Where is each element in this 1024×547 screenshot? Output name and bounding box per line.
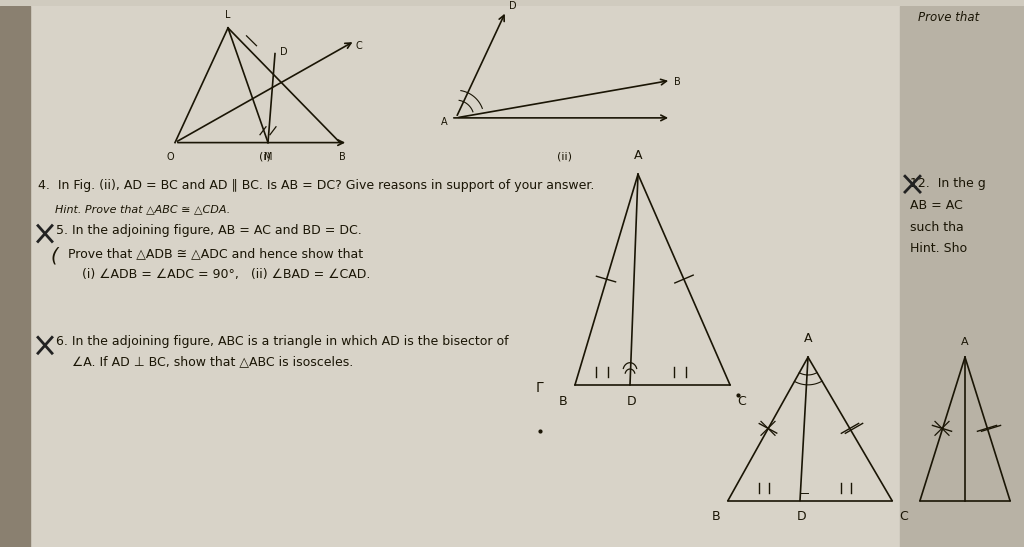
Text: Prove that △ADB ≅ △ADC and hence show that: Prove that △ADB ≅ △ADC and hence show th…	[56, 247, 364, 260]
Bar	[900, 6, 1024, 547]
Text: B: B	[712, 510, 720, 523]
Text: (ii): (ii)	[557, 152, 572, 161]
Text: (: (	[50, 246, 57, 265]
Text: B: B	[674, 77, 681, 88]
Text: Hint. Prove that △ABC ≅ △CDA.: Hint. Prove that △ABC ≅ △CDA.	[55, 204, 230, 214]
Text: C: C	[355, 40, 361, 51]
Text: 4.  In Fig. (ii), AD = BC and AD ∥ BC. Is AB = DC? Give reasons in support of yo: 4. In Fig. (ii), AD = BC and AD ∥ BC. Is…	[38, 179, 594, 192]
Text: D: D	[798, 510, 807, 523]
Text: 6. In the adjoining figure, ABC is a triangle in which AD is the bisector of: 6. In the adjoining figure, ABC is a tri…	[56, 335, 509, 348]
Text: ∠A. If AD ⊥ BC, show that △ABC is isosceles.: ∠A. If AD ⊥ BC, show that △ABC is isosce…	[56, 355, 353, 368]
Text: D: D	[627, 395, 637, 408]
Text: AB = AC: AB = AC	[910, 199, 963, 212]
Text: (i): (i)	[259, 152, 271, 161]
Text: M: M	[264, 153, 272, 162]
Text: O: O	[166, 153, 174, 162]
Text: (i) ∠ADB = ∠ADC = 90°,   (ii) ∠BAD = ∠CAD.: (i) ∠ADB = ∠ADC = 90°, (ii) ∠BAD = ∠CAD.	[70, 268, 371, 281]
Text: D: D	[509, 1, 517, 11]
Text: $\Gamma$: $\Gamma$	[536, 381, 545, 395]
Text: 5. In the adjoining figure, AB = AC and BD = DC.: 5. In the adjoining figure, AB = AC and …	[56, 224, 361, 237]
Text: Hint. Sho: Hint. Sho	[910, 242, 967, 255]
Text: Prove that: Prove that	[918, 11, 979, 24]
Bar	[0, 6, 30, 547]
Text: such tha: such tha	[910, 220, 964, 234]
Text: A: A	[441, 117, 449, 127]
Text: B: B	[339, 153, 345, 162]
Text: A: A	[634, 149, 642, 162]
Text: L: L	[225, 10, 230, 20]
Text: C: C	[737, 395, 746, 408]
Text: D: D	[280, 46, 288, 57]
Text: 12.  In the g: 12. In the g	[910, 177, 986, 190]
Text: B: B	[559, 395, 567, 408]
Text: A: A	[804, 332, 812, 345]
Text: C: C	[900, 510, 908, 523]
Text: A: A	[962, 337, 969, 347]
Bar	[30, 6, 900, 547]
